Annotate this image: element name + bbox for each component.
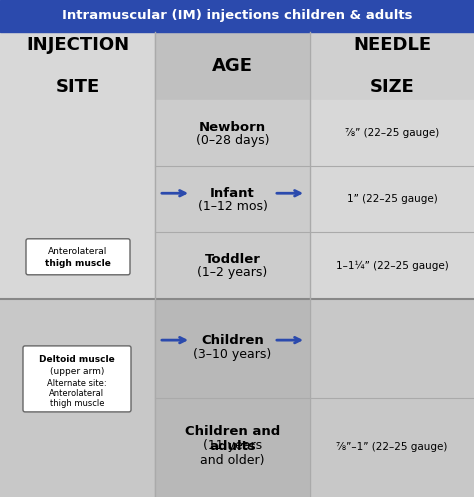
- Bar: [0, 0, 474, 32]
- Text: Intramuscular (IM) injections children & adults: Intramuscular (IM) injections children &…: [62, 9, 412, 22]
- Text: (3–10 years): (3–10 years): [193, 347, 272, 361]
- Text: Alternate site:: Alternate site:: [47, 379, 107, 388]
- Bar: [0, 32, 155, 100]
- Bar: [310, 32, 474, 100]
- Text: thigh muscle: thigh muscle: [45, 259, 111, 268]
- Text: ⅞” (22–25 gauge): ⅞” (22–25 gauge): [345, 128, 439, 138]
- Text: Infant: Infant: [210, 187, 255, 200]
- Bar: [310, 299, 474, 497]
- Text: NEEDLE

SIZE: NEEDLE SIZE: [353, 36, 431, 96]
- FancyBboxPatch shape: [26, 239, 130, 275]
- Bar: [155, 32, 310, 100]
- Text: INJECTION

SITE: INJECTION SITE: [26, 36, 129, 96]
- Bar: [0, 299, 155, 497]
- Text: 1–1¼” (22–25 gauge): 1–1¼” (22–25 gauge): [336, 260, 448, 270]
- Text: (upper arm): (upper arm): [50, 367, 104, 376]
- Text: thigh muscle: thigh muscle: [50, 400, 104, 409]
- Text: ⅞”–1” (22–25 gauge): ⅞”–1” (22–25 gauge): [337, 442, 447, 452]
- Text: 1” (22–25 gauge): 1” (22–25 gauge): [346, 194, 438, 204]
- Text: Anterolateral: Anterolateral: [49, 390, 105, 399]
- Text: (0–28 days): (0–28 days): [196, 134, 269, 147]
- Bar: [155, 299, 310, 497]
- Text: Newborn: Newborn: [199, 121, 266, 134]
- Text: Children and
adults: Children and adults: [185, 425, 280, 453]
- Text: Anterolateral: Anterolateral: [48, 248, 108, 256]
- Text: (11 years
and older): (11 years and older): [200, 439, 265, 467]
- FancyBboxPatch shape: [23, 346, 131, 412]
- Text: Children: Children: [201, 333, 264, 346]
- Text: Deltoid muscle: Deltoid muscle: [39, 355, 115, 364]
- Text: Toddler: Toddler: [205, 253, 260, 266]
- Bar: [155, 100, 310, 299]
- Bar: [0, 100, 155, 299]
- Text: AGE: AGE: [212, 57, 253, 75]
- Text: (1–12 mos): (1–12 mos): [198, 200, 267, 213]
- Bar: [310, 100, 474, 299]
- Text: (1–2 years): (1–2 years): [197, 266, 268, 279]
